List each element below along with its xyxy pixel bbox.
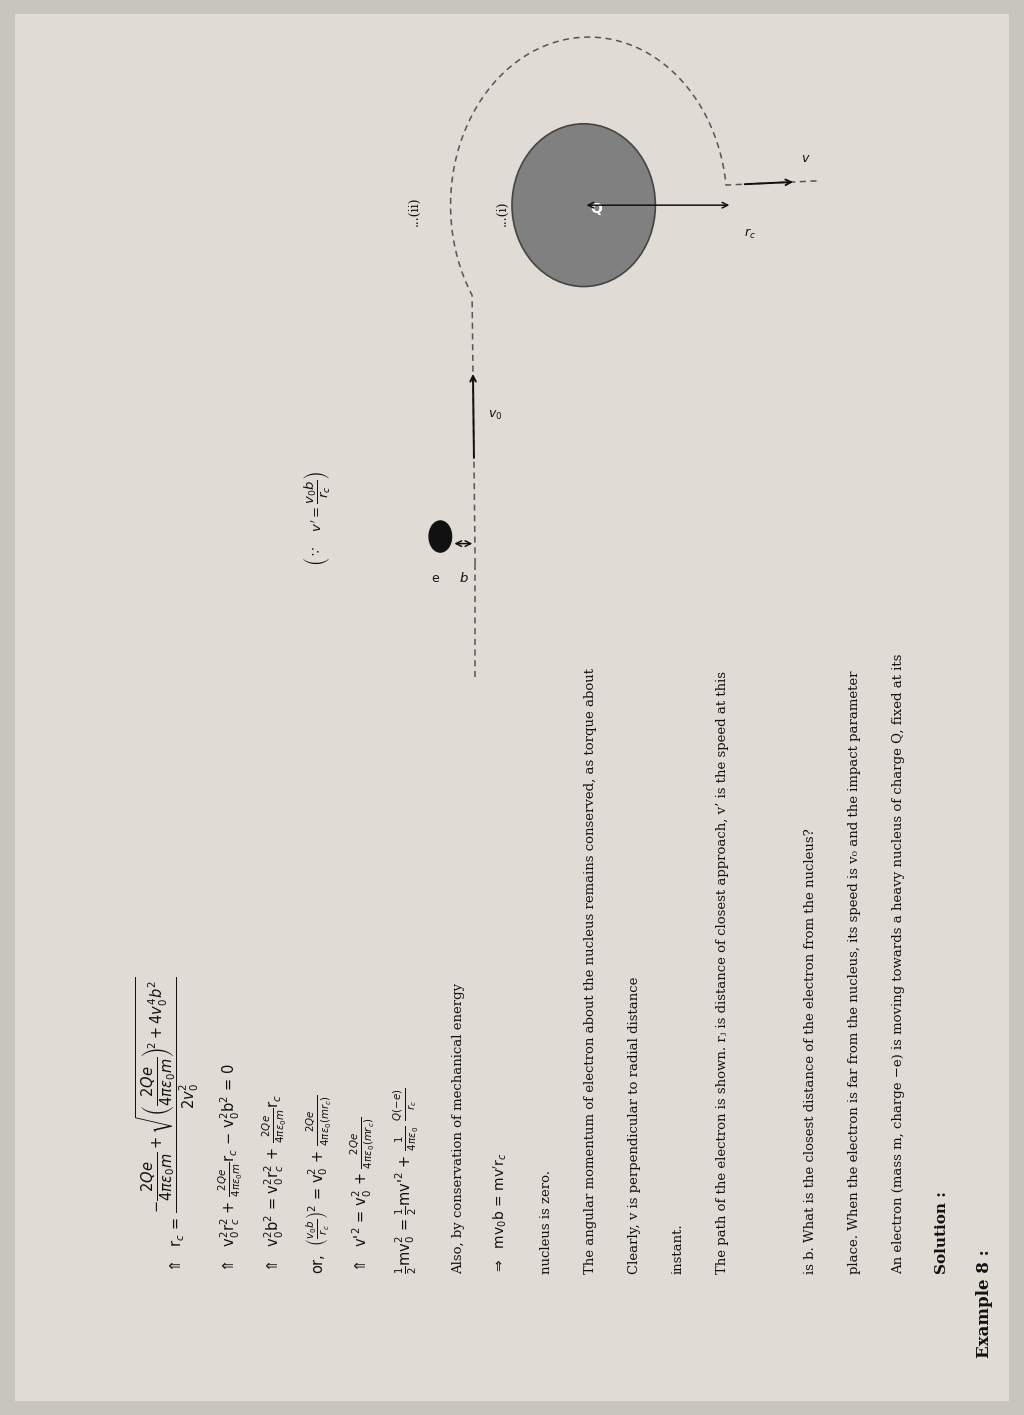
- Text: $\Uparrow$  v$_0^2$r$_c^2$ + $\frac{2Qe}{4\pi\varepsilon_0 m}$r$_c$ $-$ v$_0^2$b: $\Uparrow$ v$_0^2$r$_c^2$ + $\frac{2Qe}{…: [216, 1063, 245, 1274]
- Text: $v$: $v$: [801, 151, 811, 166]
- Text: is b. What is the closest distance of the electron from the nucleus?: is b. What is the closest distance of th…: [804, 828, 817, 1274]
- Text: An electron (mass m, charge −e) is moving towards a heavy nucleus of charge Q, f: An electron (mass m, charge −e) is movin…: [892, 654, 905, 1274]
- Text: The path of the electron is shown. rⱼ is distance of closest approach, v’ is the: The path of the electron is shown. rⱼ is…: [716, 671, 729, 1274]
- Text: Clearly, v is perpendicular to radial distance: Clearly, v is perpendicular to radial di…: [628, 976, 641, 1274]
- Text: $\Uparrow$  r$_c$ = $\dfrac{-\dfrac{2Qe}{4\pi\varepsilon_0 m}+ \sqrt{\left(\dfra: $\Uparrow$ r$_c$ = $\dfrac{-\dfrac{2Qe}{…: [134, 976, 201, 1274]
- Text: $\Rightarrow$  mv$_0$b = mv$'$r$_c$: $\Rightarrow$ mv$_0$b = mv$'$r$_c$: [492, 1152, 509, 1274]
- Circle shape: [429, 521, 452, 552]
- Text: Q: Q: [590, 202, 602, 216]
- Text: Example 8 :: Example 8 :: [976, 1249, 993, 1358]
- Text: e: e: [431, 572, 439, 584]
- Text: $r_c$: $r_c$: [744, 226, 757, 241]
- Text: ...(ii): ...(ii): [408, 197, 421, 226]
- Text: $v_0$: $v_0$: [488, 409, 503, 423]
- Text: $\Uparrow$  v$'^2$ = v$_0^2$ + $\frac{2Qe}{4\pi\varepsilon_0(mr_c)}$: $\Uparrow$ v$'^2$ = v$_0^2$ + $\frac{2Qe…: [348, 1116, 377, 1274]
- Text: ...(i): ...(i): [496, 201, 509, 226]
- Text: nucleus is zero.: nucleus is zero.: [540, 1170, 553, 1274]
- Text: place. When the electron is far from the nucleus, its speed is v₀ and the impact: place. When the electron is far from the…: [848, 669, 861, 1274]
- Text: $\frac{1}{2}$mv$_0^2$ = $\frac{1}{2}$mv$'^2$ + $\frac{1}{4\pi\varepsilon_0}$ $\f: $\frac{1}{2}$mv$_0^2$ = $\frac{1}{2}$mv$…: [391, 1087, 421, 1274]
- Ellipse shape: [512, 125, 655, 286]
- Text: Solution :: Solution :: [935, 1190, 949, 1274]
- Text: b: b: [459, 572, 468, 584]
- Text: The angular momentum of electron about the nucleus remains conserved, as torque : The angular momentum of electron about t…: [584, 668, 597, 1274]
- Text: $\left(\because\quad v' = \dfrac{v_0 b}{r_c}\right)$: $\left(\because\quad v' = \dfrac{v_0 b}{…: [302, 471, 333, 566]
- Text: instant.: instant.: [672, 1223, 685, 1274]
- Text: or,  $\left(\frac{v_0 b}{r_c}\right)^2$ = v$_0^2$ + $\frac{2Qe}{4\pi\varepsilon_: or, $\left(\frac{v_0 b}{r_c}\right)^2$ =…: [304, 1094, 333, 1274]
- Text: Also, by conservation of mechanical energy: Also, by conservation of mechanical ener…: [452, 982, 465, 1274]
- Text: $\Uparrow$  v$_0^2$b$^2$ = v$_0^2$r$_c^2$ + $\frac{2Qe}{4\pi\varepsilon_0 m}$r$_: $\Uparrow$ v$_0^2$b$^2$ = v$_0^2$r$_c^2$…: [260, 1094, 289, 1274]
